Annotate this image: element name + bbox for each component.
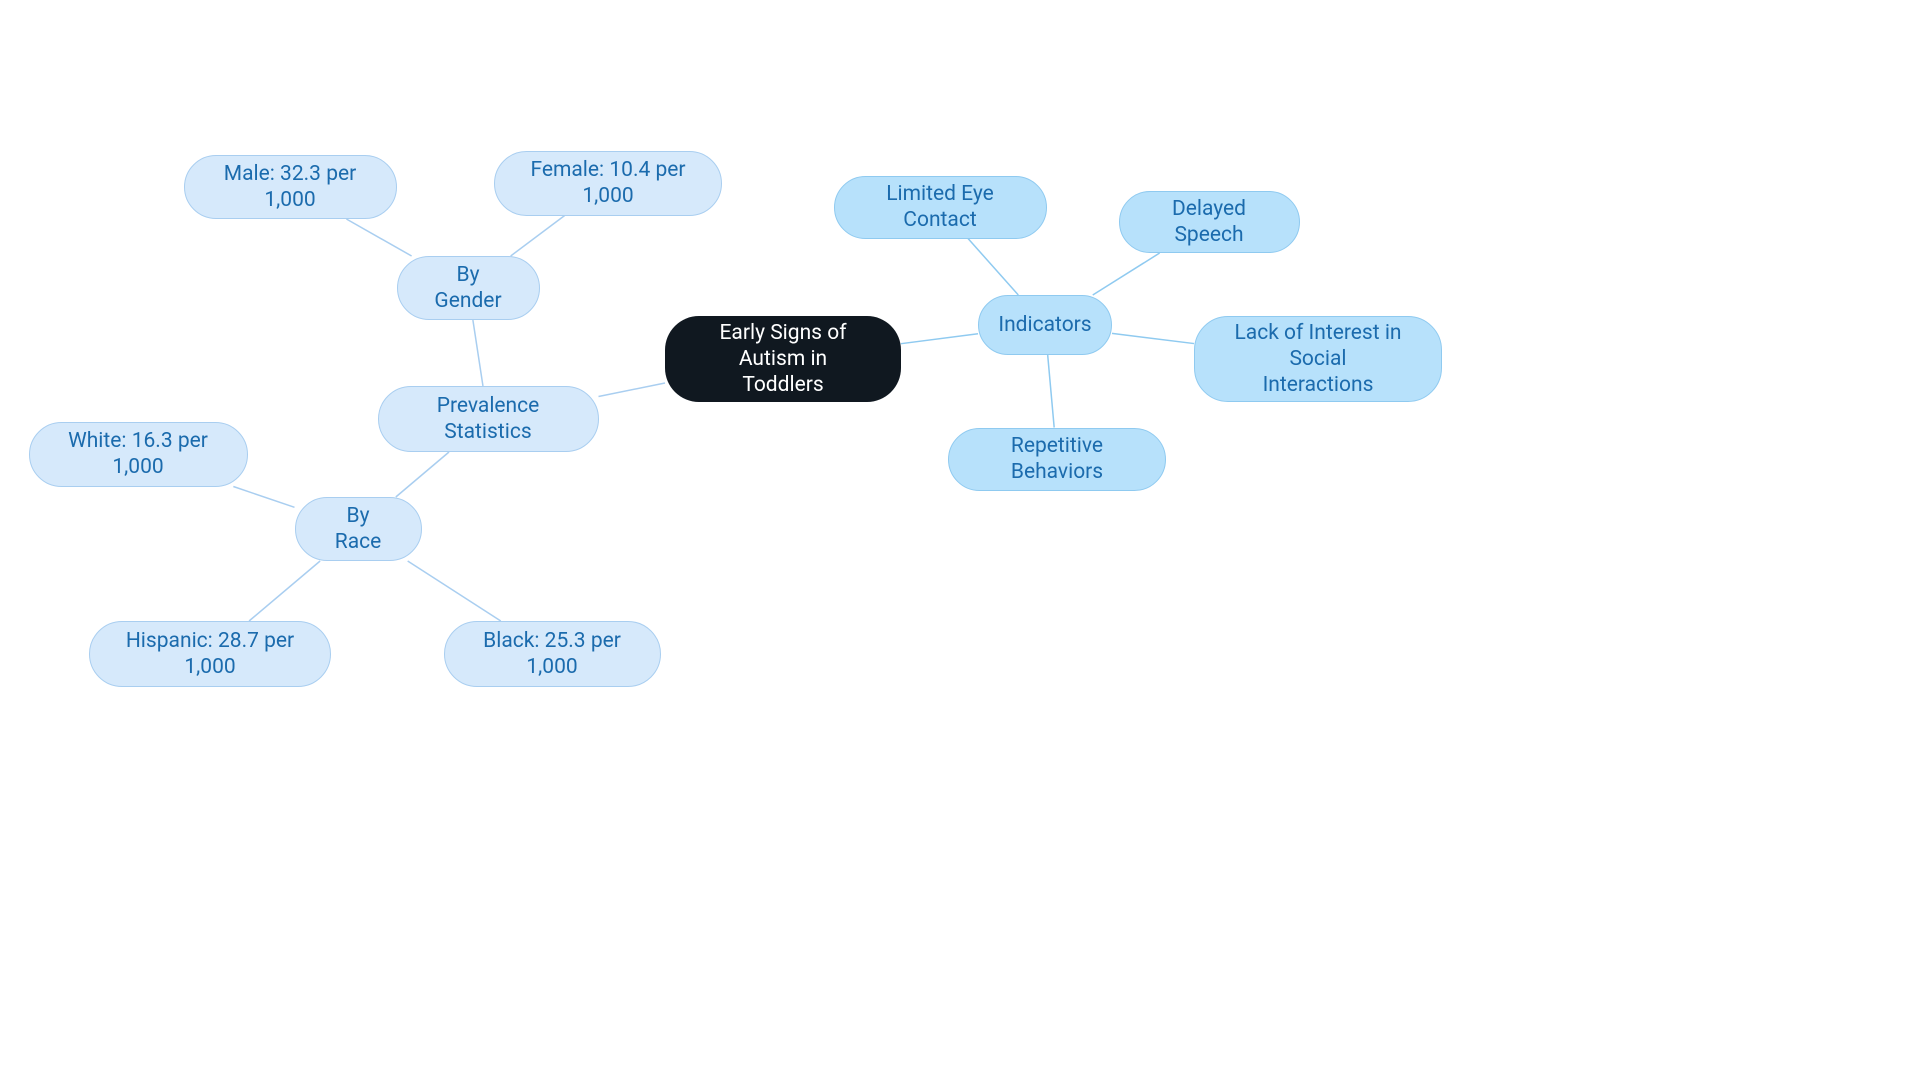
node-root: Early Signs of Autism in Toddlers bbox=[665, 316, 901, 402]
node-white: White: 16.3 per 1,000 bbox=[29, 422, 248, 487]
node-by-gender: By Gender bbox=[397, 256, 540, 320]
node-repetitive: Repetitive Behaviors bbox=[948, 428, 1166, 491]
node-limited-eye-contact: Limited Eye Contact bbox=[834, 176, 1047, 239]
node-hispanic: Hispanic: 28.7 per 1,000 bbox=[89, 621, 331, 687]
node-female: Female: 10.4 per 1,000 bbox=[494, 151, 722, 216]
node-prevalence: Prevalence Statistics bbox=[378, 386, 599, 452]
node-by-race: By Race bbox=[295, 497, 422, 561]
mindmap-diagram: Early Signs of Autism in Toddlers Preval… bbox=[0, 0, 1920, 1083]
node-delayed-speech: Delayed Speech bbox=[1119, 191, 1300, 253]
node-indicators: Indicators bbox=[978, 295, 1112, 355]
node-lack-social: Lack of Interest in Social Interactions bbox=[1194, 316, 1442, 402]
node-black: Black: 25.3 per 1,000 bbox=[444, 621, 661, 687]
node-male: Male: 32.3 per 1,000 bbox=[184, 155, 397, 219]
